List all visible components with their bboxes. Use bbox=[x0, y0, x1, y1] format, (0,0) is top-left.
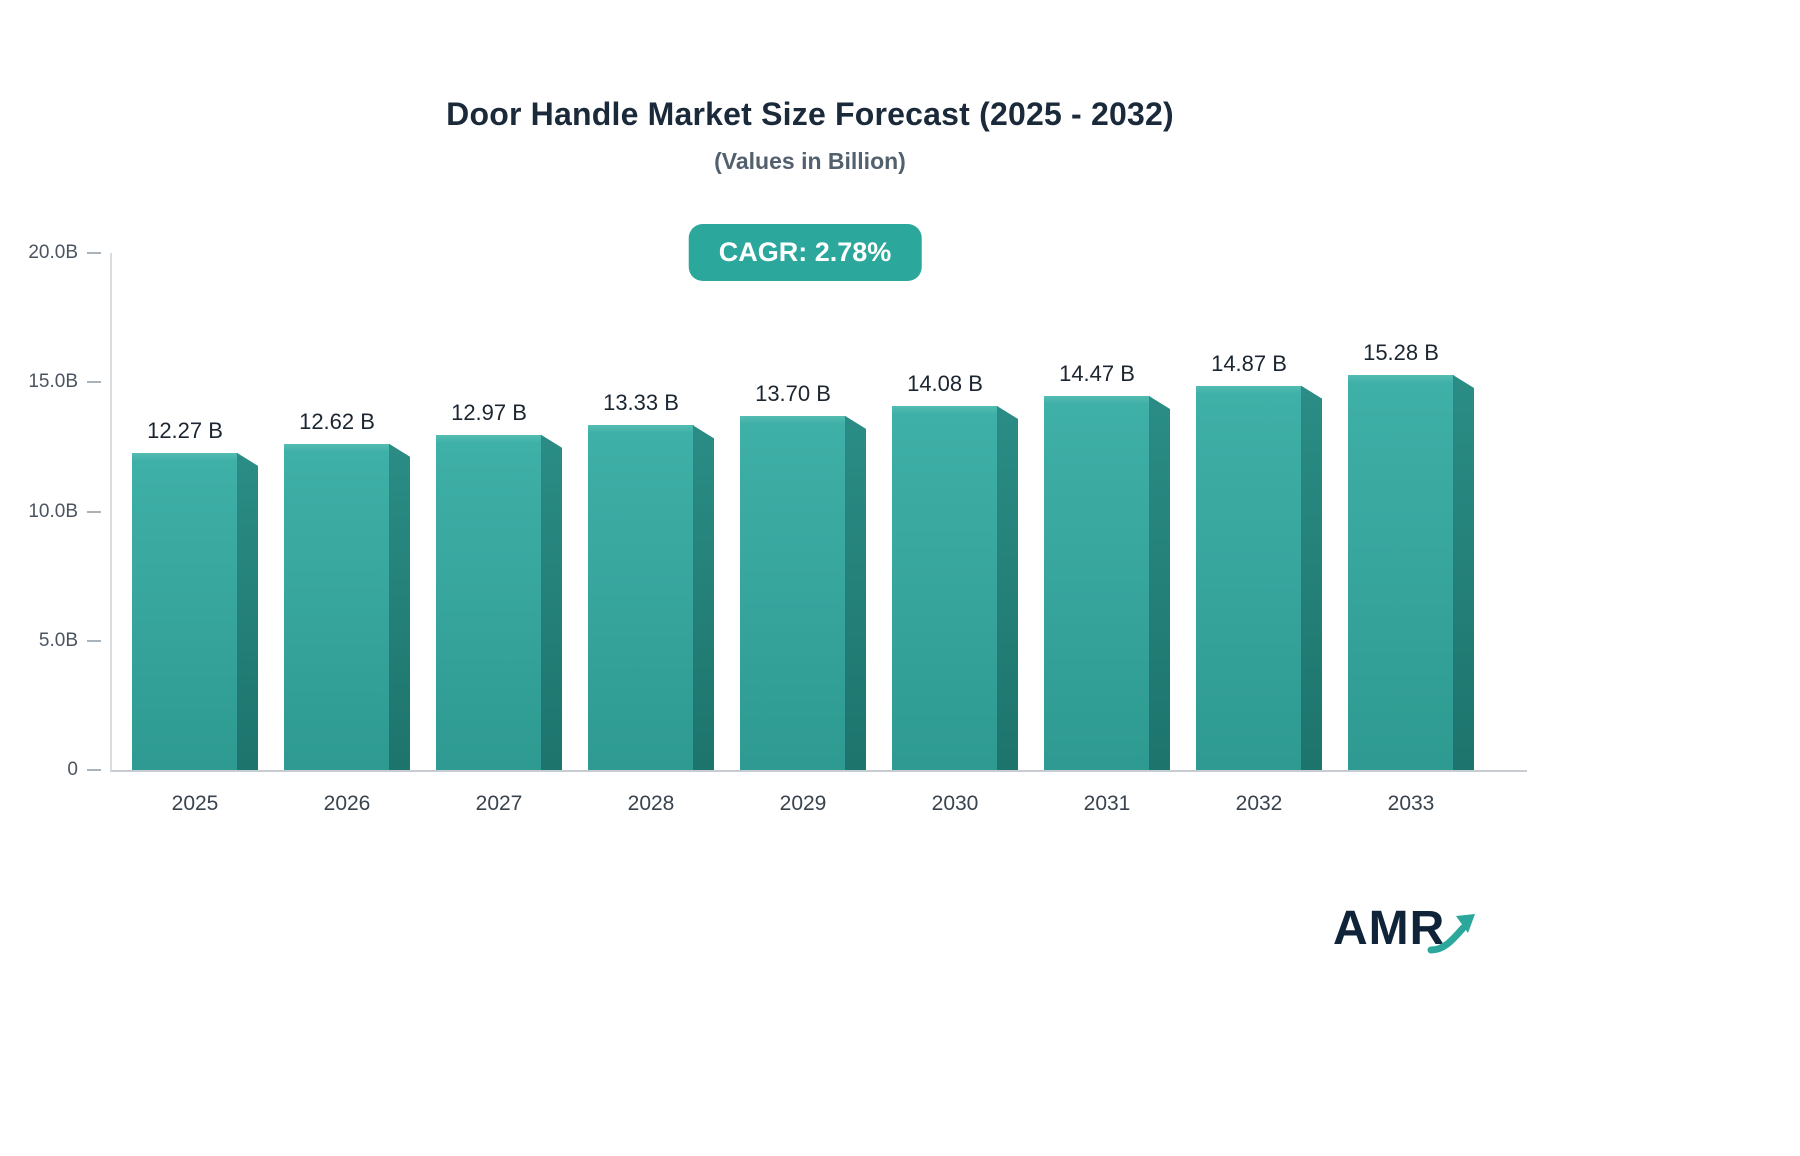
x-tick-label: 2027 bbox=[475, 792, 523, 815]
y-tick-label: 0 bbox=[67, 759, 78, 780]
bar-value-label: 14.47 B bbox=[1059, 360, 1135, 386]
bar-value-label: 12.97 B bbox=[451, 399, 527, 425]
x-tick-label: 2026 bbox=[323, 792, 371, 815]
bar-group: 13.33 B bbox=[588, 390, 714, 770]
bar bbox=[284, 443, 390, 770]
bar bbox=[436, 434, 542, 770]
bar-value-label: 12.62 B bbox=[299, 408, 375, 434]
bar-value-label: 13.70 B bbox=[755, 380, 831, 406]
x-tick-label: 2028 bbox=[627, 792, 675, 815]
bar-side-shadow bbox=[541, 434, 562, 770]
bar-value-label: 14.87 B bbox=[1211, 350, 1287, 376]
bar-value-label: 12.27 B bbox=[147, 417, 223, 443]
bar-group: 12.97 B bbox=[436, 400, 562, 770]
y-tick-mark bbox=[87, 769, 101, 771]
y-tick-label: 10.0B bbox=[28, 500, 78, 522]
bar-value-label: 14.08 B bbox=[907, 371, 983, 397]
bar-side-shadow bbox=[997, 406, 1018, 770]
bar-side-shadow bbox=[1301, 385, 1322, 770]
bar-group: 13.70 B bbox=[740, 381, 866, 770]
bar bbox=[132, 452, 238, 770]
x-tick-label: 2031 bbox=[1083, 792, 1131, 815]
x-tick-label: 2030 bbox=[931, 792, 979, 815]
x-tick-label: 2025 bbox=[171, 792, 219, 815]
bar-side-shadow bbox=[845, 415, 866, 770]
chart-area: 20.0B 15.0B 10.0B 5.0B 0 12.27 B 2025 12.62 B 2… bbox=[25, 242, 1527, 853]
logo-arrow-icon bbox=[1427, 914, 1476, 954]
bar-group: 15.28 B bbox=[1348, 340, 1474, 770]
y-tick-mark bbox=[87, 639, 101, 642]
chart-subtitle: (Values in Billion) bbox=[714, 148, 906, 174]
bar-group: 12.62 B bbox=[284, 409, 410, 770]
bar-group: 14.87 B bbox=[1196, 351, 1322, 770]
chart-title: Door Handle Market Size Forecast (2025 -… bbox=[446, 96, 1174, 132]
bar-side-shadow bbox=[1453, 375, 1474, 770]
y-tick-label: 5.0B bbox=[38, 629, 78, 651]
bar bbox=[1044, 395, 1150, 770]
y-tick-label: 15.0B bbox=[28, 371, 78, 393]
bar-side-shadow bbox=[237, 452, 258, 770]
bar bbox=[892, 406, 998, 770]
bar-side-shadow bbox=[389, 443, 410, 770]
y-axis: 20.0B 15.0B 10.0B 5.0B 0 bbox=[25, 242, 110, 780]
cagr-badge: CAGR: 2.78% bbox=[688, 224, 922, 281]
bar bbox=[588, 425, 694, 770]
x-tick-label: 2029 bbox=[779, 792, 827, 815]
bar-group: 12.27 B bbox=[132, 418, 258, 770]
bar-group: 14.47 B bbox=[1044, 361, 1170, 770]
x-tick-label: 2033 bbox=[1387, 792, 1435, 815]
bar bbox=[1348, 375, 1454, 770]
bar-side-shadow bbox=[1149, 395, 1170, 770]
amr-logo: AMR bbox=[1333, 898, 1477, 958]
bar bbox=[1196, 385, 1302, 770]
plot-area: 12.27 B 2025 12.62 B 2026 12.97 B 2027 13.33 B… bbox=[110, 253, 1527, 815]
bar-value-label: 13.33 B bbox=[603, 390, 679, 416]
bar-value-label: 15.28 B bbox=[1363, 340, 1439, 366]
y-tick-mark bbox=[87, 381, 101, 384]
y-tick-mark bbox=[87, 510, 101, 513]
bar-group: 14.08 B bbox=[892, 371, 1018, 770]
x-tick-label: 2032 bbox=[1235, 792, 1283, 815]
bar bbox=[740, 415, 846, 770]
bar-side-shadow bbox=[693, 425, 714, 770]
logo-text: AMR bbox=[1333, 901, 1446, 955]
y-tick-label: 20.0B bbox=[28, 242, 78, 263]
y-tick-mark bbox=[87, 252, 101, 254]
